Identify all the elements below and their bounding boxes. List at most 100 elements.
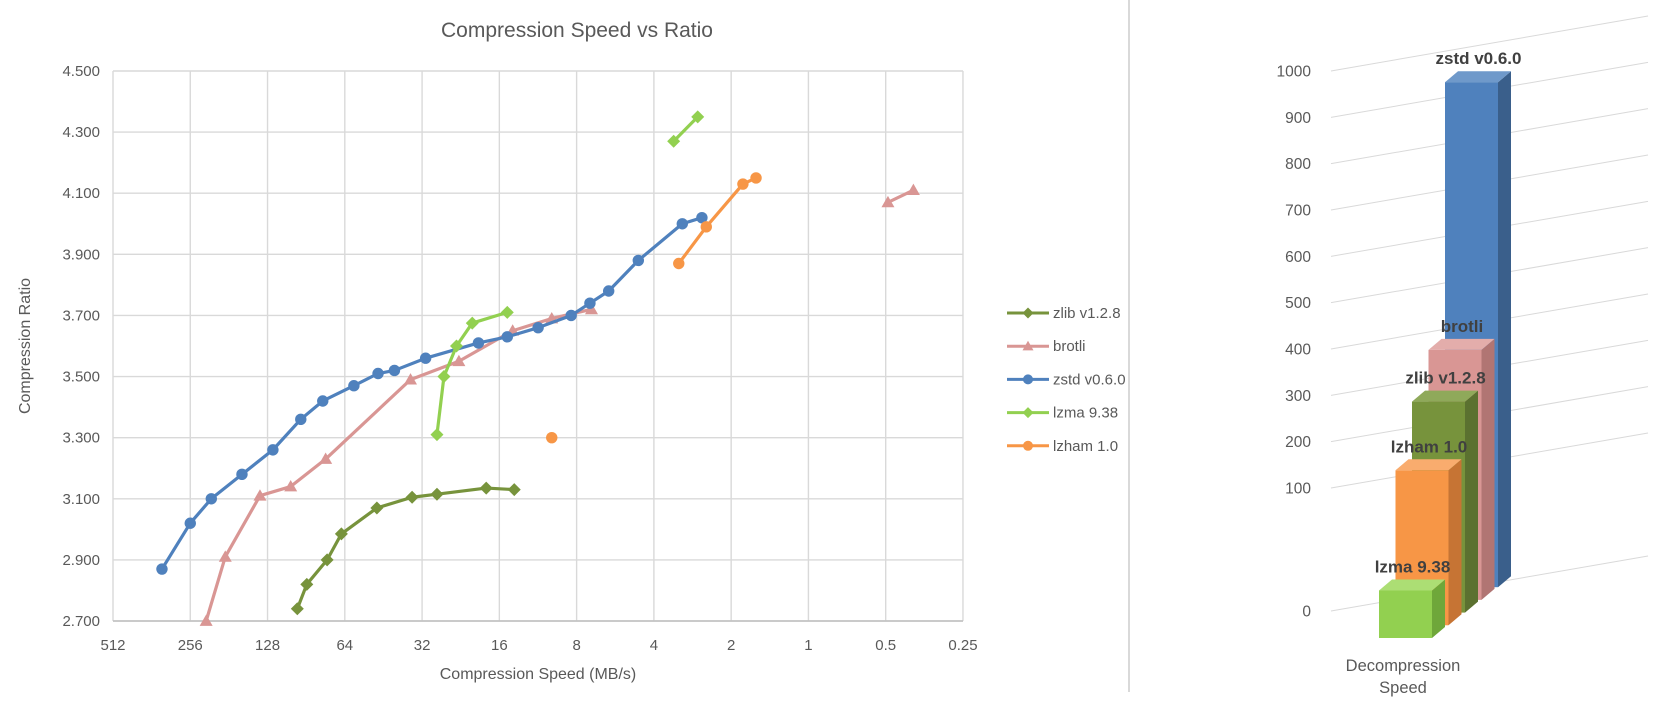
marker-diamond [500, 305, 514, 319]
legend-item-lzma-9-38[interactable]: lzma 9.38 [1007, 405, 1118, 422]
marker-diamond [300, 577, 314, 591]
marker-triangle [319, 452, 333, 464]
legend-label: zstd v0.6.0 [1053, 371, 1126, 388]
marker-triangle [218, 550, 232, 562]
axis-tick-labels: 512 256 128 64 32 16 8 4 2 1 0.5 0.25 4.500 4.300 4.10… [62, 63, 977, 654]
legend-item-zstd-v0-6-0[interactable]: zstd v0.6.0 [1007, 371, 1126, 388]
y-tick-label: 800 [1285, 156, 1311, 173]
marker-circle [632, 254, 645, 267]
legend-item-zlib-v1-2-8[interactable]: zlib v1.2.8 [1007, 305, 1121, 322]
bar-top-face [1428, 338, 1495, 350]
legend-item-brotli[interactable]: brotli [1007, 338, 1086, 355]
legend-label: brotli [1053, 338, 1086, 355]
marker-triangle [1022, 340, 1034, 351]
x-tick-label: 2 [727, 637, 735, 654]
legend-label: lzma 9.38 [1053, 405, 1118, 422]
marker-triangle [199, 614, 213, 626]
marker-diamond [667, 134, 681, 148]
y-tick-label: 300 [1285, 388, 1311, 405]
y-tick-label: 700 [1285, 203, 1311, 220]
x-tick-label: 0.5 [875, 637, 896, 654]
y-tick-label: 4.500 [62, 63, 100, 80]
marker-diamond [449, 339, 463, 353]
y-tick-label: 3.500 [62, 369, 100, 386]
series-zstd-v0-6-0 [156, 211, 708, 575]
x-tick-label: 16 [491, 637, 508, 654]
marker-circle [750, 172, 762, 184]
bar-side-face [1432, 579, 1445, 638]
marker-circle [584, 297, 596, 309]
marker-diamond [465, 316, 479, 330]
marker-diamond [370, 501, 384, 515]
y-tick-label: 600 [1285, 249, 1311, 266]
series-lzham-1-0 [546, 172, 762, 444]
category-axis-label: Decompression Speed [1346, 657, 1461, 697]
marker-circle [676, 218, 689, 230]
x-tick-label: 0.25 [948, 637, 977, 654]
bar-label: zstd v0.6.0 [1436, 49, 1522, 68]
y-tick-label: 3.300 [62, 430, 100, 447]
series-lzma-9-38 [430, 110, 705, 442]
legend-label: lzham 1.0 [1053, 438, 1118, 455]
legend-label: zlib v1.2.8 [1053, 305, 1121, 322]
marker-circle [700, 221, 712, 233]
marker-triangle [906, 183, 920, 196]
marker-circle [1023, 440, 1033, 451]
marker-circle [1023, 374, 1033, 385]
bar-label: brotli [1441, 317, 1484, 336]
y-tick-label: 2.700 [62, 613, 100, 630]
y-tick-label: 3.100 [62, 491, 100, 508]
marker-circle [236, 468, 248, 481]
marker-circle [546, 431, 558, 444]
y-tick-label: 100 [1285, 481, 1311, 498]
marker-diamond [405, 490, 419, 504]
bar-top-face [1445, 71, 1511, 83]
bar-top-face [1395, 459, 1462, 471]
marker-triangle [452, 354, 466, 367]
marker-diamond [430, 428, 444, 442]
marker-diamond [1022, 407, 1034, 419]
bar-side-face [1481, 338, 1495, 600]
compression-scatter-chart: 512 256 128 64 32 16 8 4 2 1 0.5 0.25 4.500 4.300 4.10… [17, 19, 1126, 683]
x-tick-label: 1 [804, 637, 812, 654]
bar-top-face [1379, 579, 1445, 591]
y-tick-label: 3.900 [62, 246, 100, 263]
y-tick-label: 4.100 [62, 185, 100, 202]
marker-circle [472, 337, 485, 349]
marker-diamond [507, 483, 521, 497]
x-tick-label: 128 [255, 637, 280, 654]
marker-circle [737, 178, 749, 190]
legend-item-lzham-1-0[interactable]: lzham 1.0 [1007, 438, 1118, 455]
marker-circle [184, 517, 196, 529]
y-tick-label: 400 [1285, 342, 1311, 359]
marker-diamond [334, 527, 348, 541]
marker-circle [419, 352, 432, 364]
marker-circle [673, 257, 685, 270]
marker-circle [602, 285, 615, 297]
marker-circle [565, 309, 577, 322]
series-zlib-v1-2-8 [290, 481, 521, 616]
bar-top-face [1412, 390, 1478, 402]
y-tick-label: 1000 [1277, 64, 1312, 81]
chart-title: Compression Speed vs Ratio [441, 19, 713, 42]
marker-diamond [320, 553, 334, 567]
bar-side-face [1465, 390, 1478, 613]
marker-circle [156, 563, 168, 575]
bar-front-face [1379, 590, 1432, 638]
marker-circle [372, 367, 384, 380]
marker-diamond [691, 110, 705, 124]
marker-triangle [284, 480, 298, 492]
marker-diamond [479, 481, 493, 495]
bar-lzma-9-38: lzma 9.38 [1375, 558, 1450, 638]
x-tick-label: 64 [336, 637, 353, 654]
y-tick-label: 3.700 [62, 307, 100, 324]
y-tick-label: 0 [1302, 604, 1311, 621]
y-tick-label: 500 [1285, 295, 1311, 312]
bar-label: lzham 1.0 [1391, 437, 1468, 456]
marker-triangle [253, 489, 267, 501]
x-tick-label: 256 [178, 637, 203, 654]
marker-diamond [1022, 307, 1034, 319]
marker-circle [295, 413, 307, 426]
